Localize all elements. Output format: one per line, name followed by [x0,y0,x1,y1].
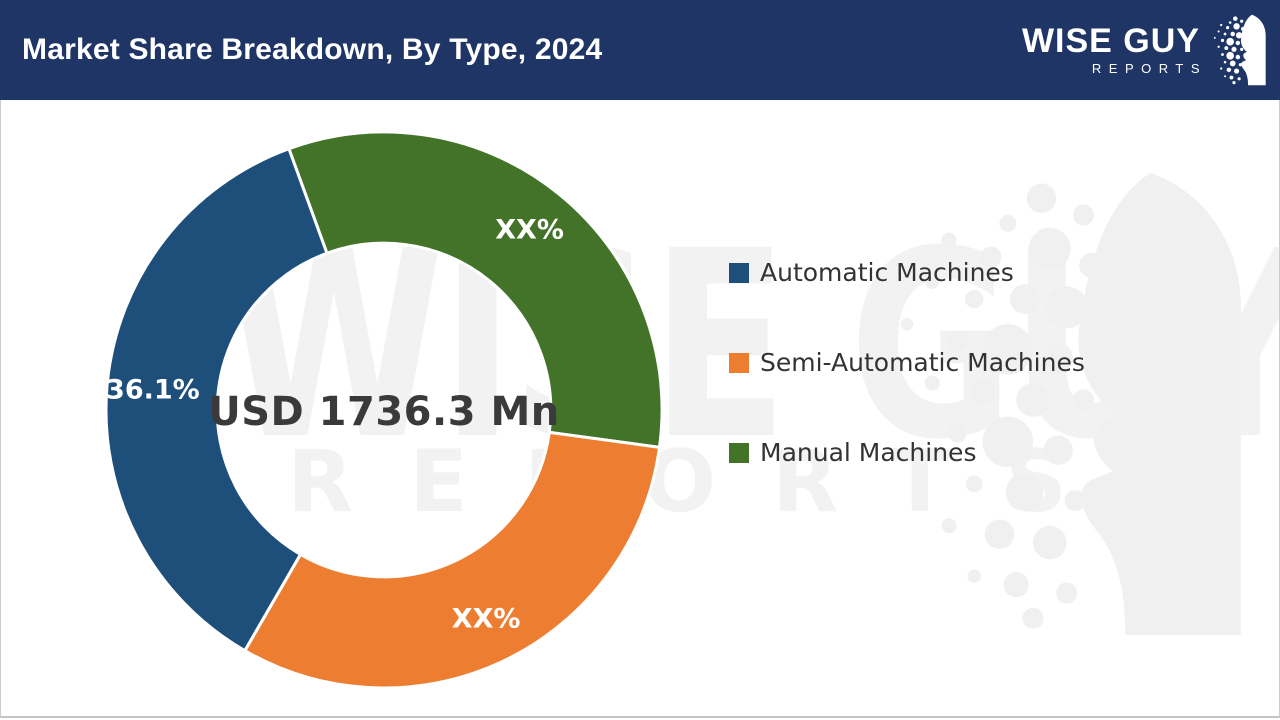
legend-label: Semi-Automatic Machines [760,348,1085,377]
donut-segment-semi-automatic-machines [243,430,661,690]
legend-swatch [729,263,749,283]
legend-item-semi-automatic-machines: Semi-Automatic Machines [729,348,1085,377]
slice-label-semi-automatic-machines: XX% [452,603,521,634]
brand-logo: WISE GUY REPORTS [1022,9,1266,91]
donut-center-value: USD 1736.3 Mn [208,389,560,435]
chart-canvas: WISE GUY REPORTS XX% XX% 36.1% USD 1736.3 … [0,100,1280,718]
chart-legend: Automatic Machines Semi-Automatic Machine… [729,258,1085,531]
logo-face-dots-icon [1213,14,1266,86]
slice-label-manual-machines: XX% [495,214,564,245]
legend-label: Manual Machines [760,438,977,467]
page-title: Market Share Breakdown, By Type, 2024 [22,33,603,66]
legend-swatch [729,353,749,373]
brand-name: WISE GUY [1021,22,1200,60]
legend-label: Automatic Machines [760,258,1014,287]
legend-swatch [729,443,749,463]
donut-chart: XX% XX% 36.1% [104,130,664,690]
slice-label-automatic-machines: 36.1% [106,375,200,406]
brand-subtitle: REPORTS [1091,61,1207,76]
legend-item-manual-machines: Manual Machines [729,438,1085,467]
watermark-text-2: REPORTS [287,432,1124,532]
header-bar: Market Share Breakdown, By Type, 2024 WI… [0,0,1280,100]
donut-segment-manual-machines [287,130,664,449]
legend-item-automatic-machines: Automatic Machines [729,258,1085,287]
brand-logo-text: WISE GUY REPORTS [1022,24,1200,76]
donut-segment-automatic-machines [104,147,329,653]
